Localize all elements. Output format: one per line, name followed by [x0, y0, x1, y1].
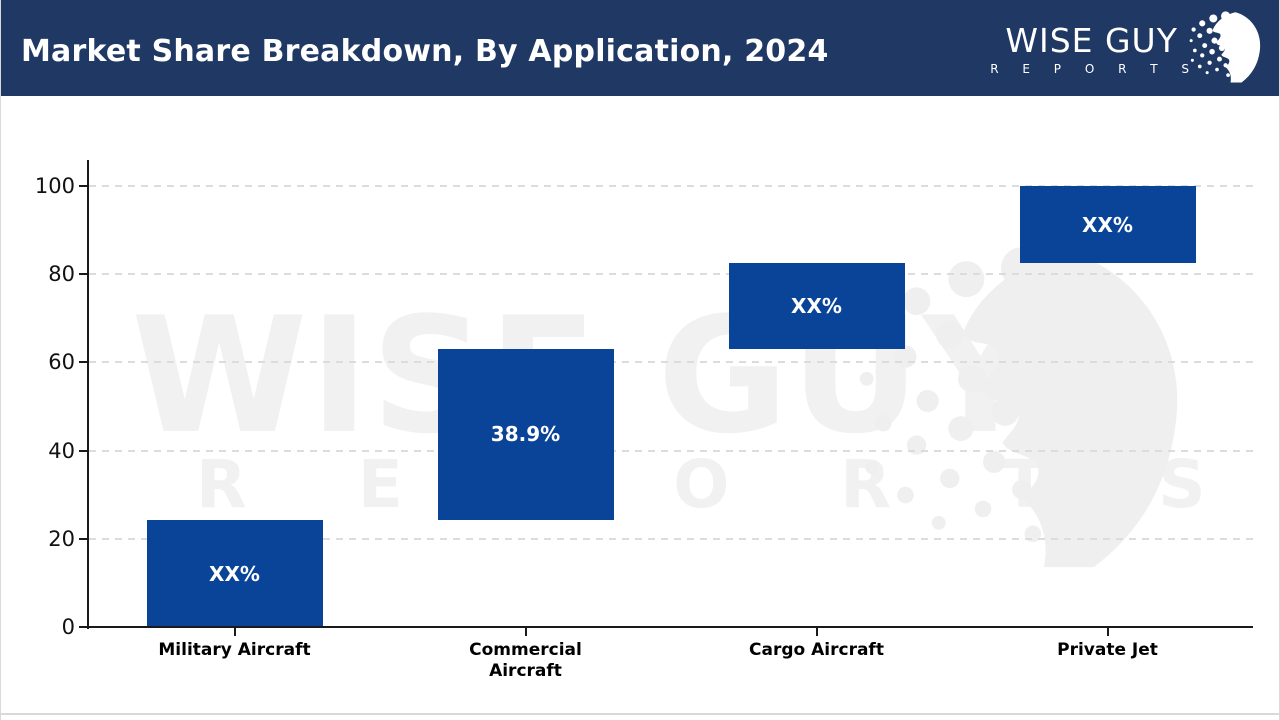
y-axis — [87, 160, 89, 629]
logo-wordmark: WISE GUY — [1005, 20, 1178, 60]
x-tick-label: Cargo Aircraft — [749, 640, 884, 660]
bar-private-jet: XX% — [1019, 186, 1196, 264]
x-axis-tick — [524, 627, 527, 636]
page-title: Market Share Breakdown, By Application, … — [21, 34, 829, 69]
y-axis-tick — [79, 626, 89, 628]
bar-commercial-aircraft: 38.9% — [437, 348, 614, 521]
y-tick-label: 0 — [61, 615, 75, 639]
y-tick-label: 20 — [48, 526, 75, 551]
y-tick-label: 80 — [48, 262, 75, 287]
logo-text: WISE GUY R E P O R T S — [984, 21, 1199, 76]
y-axis-tick — [79, 537, 89, 540]
gridline — [89, 273, 1253, 276]
wiseguy-face-icon — [1185, 8, 1265, 88]
wiseguy-logo: WISE GUY R E P O R T S — [984, 8, 1265, 88]
gridline — [89, 537, 1253, 540]
y-tick-label: 60 — [48, 350, 75, 375]
y-axis-tick — [79, 273, 89, 276]
x-tick-label: Commercial Aircraft — [469, 640, 582, 681]
x-tick-label: Military Aircraft — [158, 640, 311, 660]
bottom-divider — [1, 713, 1279, 715]
bar-value-label: XX% — [209, 561, 260, 586]
y-axis-tick — [79, 361, 89, 364]
y-axis-tick — [79, 449, 89, 452]
gridline — [89, 361, 1253, 364]
logo-subtitle: R E P O R T S — [990, 61, 1199, 76]
x-axis-tick — [815, 627, 818, 636]
x-axis-tick — [1106, 627, 1109, 636]
bar-value-label: XX% — [1082, 212, 1133, 237]
x-tick-label: Private Jet — [1057, 640, 1158, 660]
x-axis-tick — [233, 627, 236, 636]
header: Market Share Breakdown, By Application, … — [1, 0, 1279, 96]
bar-value-label: 38.9% — [490, 422, 561, 447]
y-axis-tick — [79, 185, 89, 187]
bar-value-label: XX% — [791, 293, 842, 318]
bar-cargo-aircraft: XX% — [728, 263, 905, 349]
gridline — [89, 185, 1253, 187]
y-tick-label: 40 — [48, 438, 75, 463]
x-axis — [87, 626, 1253, 628]
gridline — [89, 449, 1253, 452]
y-tick-label: 100 — [34, 174, 75, 198]
bar-military-aircraft: XX% — [146, 520, 323, 627]
